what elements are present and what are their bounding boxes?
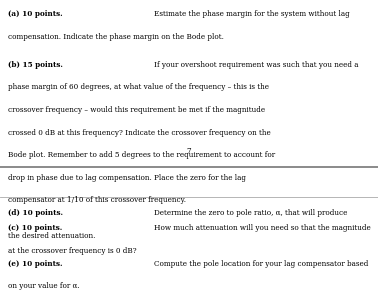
Text: If your overshoot requirement was such that you need a: If your overshoot requirement was such t… — [155, 61, 359, 69]
Text: drop in phase due to lag compensation. Place the zero for the lag: drop in phase due to lag compensation. P… — [8, 174, 246, 182]
Text: phase margin of 60 degrees, at what value of the frequency – this is the: phase margin of 60 degrees, at what valu… — [8, 83, 269, 91]
Text: on your value for α.: on your value for α. — [8, 282, 80, 290]
Text: Estimate the phase margin for the system without lag: Estimate the phase margin for the system… — [155, 10, 350, 19]
Text: (b) 15 points.: (b) 15 points. — [8, 61, 63, 69]
Text: Compute the pole location for your lag compensator based: Compute the pole location for your lag c… — [155, 260, 369, 268]
Text: (d) 10 points.: (d) 10 points. — [8, 209, 64, 217]
Text: Bode plot. Remember to add 5 degrees to the requirement to account for: Bode plot. Remember to add 5 degrees to … — [8, 151, 276, 159]
Text: Determine the zero to pole ratio, α, that will produce: Determine the zero to pole ratio, α, tha… — [155, 209, 348, 217]
Text: (c) 10 points.: (c) 10 points. — [8, 224, 63, 232]
Text: crossover frequency – would this requirement be met if the magnitude: crossover frequency – would this require… — [8, 106, 265, 114]
Text: (e) 10 points.: (e) 10 points. — [8, 260, 63, 268]
Text: compensation. Indicate the phase margin on the Bode plot.: compensation. Indicate the phase margin … — [8, 33, 224, 41]
Text: (a) 10 points.: (a) 10 points. — [8, 10, 63, 19]
Text: the desired attenuation.: the desired attenuation. — [8, 232, 96, 240]
Text: How much attenuation will you need so that the magnitude: How much attenuation will you need so th… — [155, 224, 371, 232]
Text: compensator at 1/10 of this crossover frequency.: compensator at 1/10 of this crossover fr… — [8, 196, 186, 204]
Text: 7: 7 — [187, 147, 191, 155]
Text: crossed 0 dB at this frequency? Indicate the crossover frequency on the: crossed 0 dB at this frequency? Indicate… — [8, 129, 271, 137]
Text: at the crossover frequency is 0 dB?: at the crossover frequency is 0 dB? — [8, 247, 137, 255]
